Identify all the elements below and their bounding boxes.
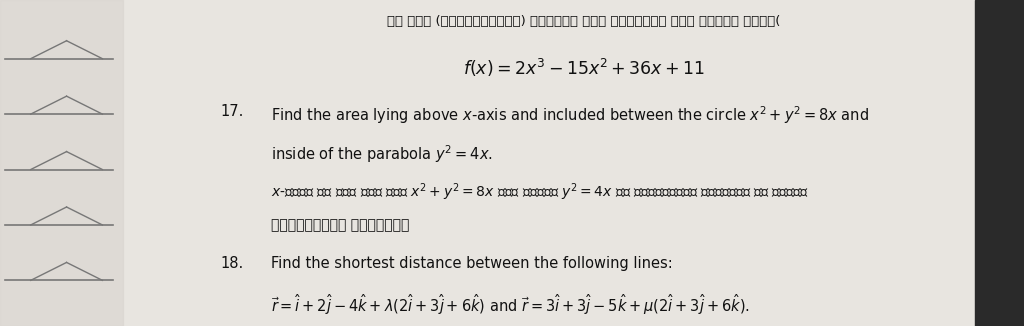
Text: क्षेत्रफल कीजिये।: क्षेत्रफल कीजिये। — [271, 218, 410, 232]
Text: $x$-अक्ष के ऊपर तथा वृत $x^2+y^2=8x$ एवं परवलय $y^2=4x$ के मध्यवर्ती क्षेत्र का : $x$-अक्ष के ऊपर तथा वृत $x^2+y^2=8x$ एवं… — [271, 181, 809, 202]
Text: Find the area lying above $x$-axis and included between the circle $x^2 + y^2 = : Find the area lying above $x$-axis and i… — [271, 104, 869, 126]
Text: $f(x) = 2x^3 - 15x^2 + 36x + 11$: $f(x) = 2x^3 - 15x^2 + 36x + 11$ — [463, 57, 705, 79]
Text: 17.: 17. — [220, 104, 244, 119]
Text: $\vec{r} = \hat{i} + 2\hat{j} - 4\hat{k} + \lambda(2\hat{i} + 3\hat{j} + 6\hat{k: $\vec{r} = \hat{i} + 2\hat{j} - 4\hat{k}… — [271, 292, 751, 317]
Text: inside of the parabola $y^2 = 4x$.: inside of the parabola $y^2 = 4x$. — [271, 143, 494, 165]
Bar — [975, 0, 1024, 326]
Text: Find the shortest distance between the following lines:: Find the shortest distance between the f… — [271, 256, 673, 271]
Bar — [0, 0, 123, 326]
Text: 18.: 18. — [220, 256, 244, 271]
Text: के फलन (निम्नलिखित) आधिकतम तथा न्यूनतम मान ज्ञात करें(: के फलन (निम्नलिखित) आधिकतम तथा न्यूनतम म… — [387, 15, 780, 28]
